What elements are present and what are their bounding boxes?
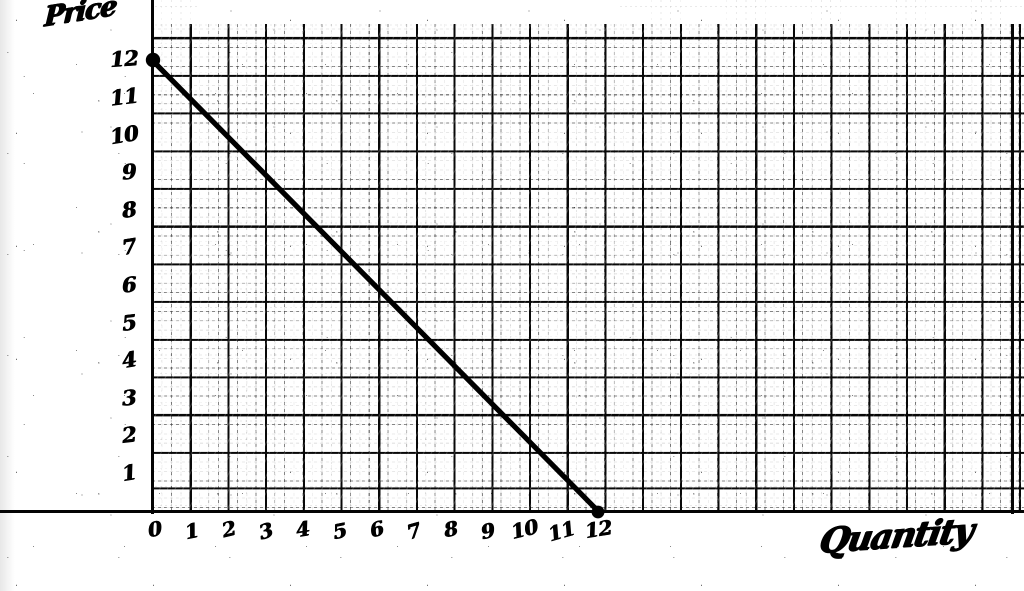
demand-curve-line-overstroke: [152, 61, 599, 512]
y-tick-label-8: 8: [120, 195, 138, 223]
curve-endpoint-dot-top[interactable]: [145, 52, 161, 68]
y-tick-label-9: 9: [121, 158, 137, 185]
y-tick-label-5: 5: [120, 308, 138, 336]
x-tick-label-4: 4: [294, 516, 312, 542]
y-tick-label-7: 7: [120, 233, 138, 261]
y-tick-label-10: 10: [108, 119, 141, 149]
y-tick-label-11: 11: [108, 82, 140, 111]
x-tick-label-11: 11: [544, 515, 578, 546]
x-tick-label-12: 12: [582, 515, 614, 543]
y-tick-label-2: 2: [120, 421, 138, 449]
y-tick-label-12: 12: [109, 45, 140, 73]
y-tick-label-3: 3: [121, 384, 137, 411]
x-axis-title: Quantity: [816, 510, 976, 562]
x-tick-label-10: 10: [508, 514, 540, 544]
x-tick-label-0: 0: [145, 516, 163, 542]
y-tick-label-6: 6: [121, 271, 137, 298]
y-tick-label-4: 4: [120, 346, 138, 374]
